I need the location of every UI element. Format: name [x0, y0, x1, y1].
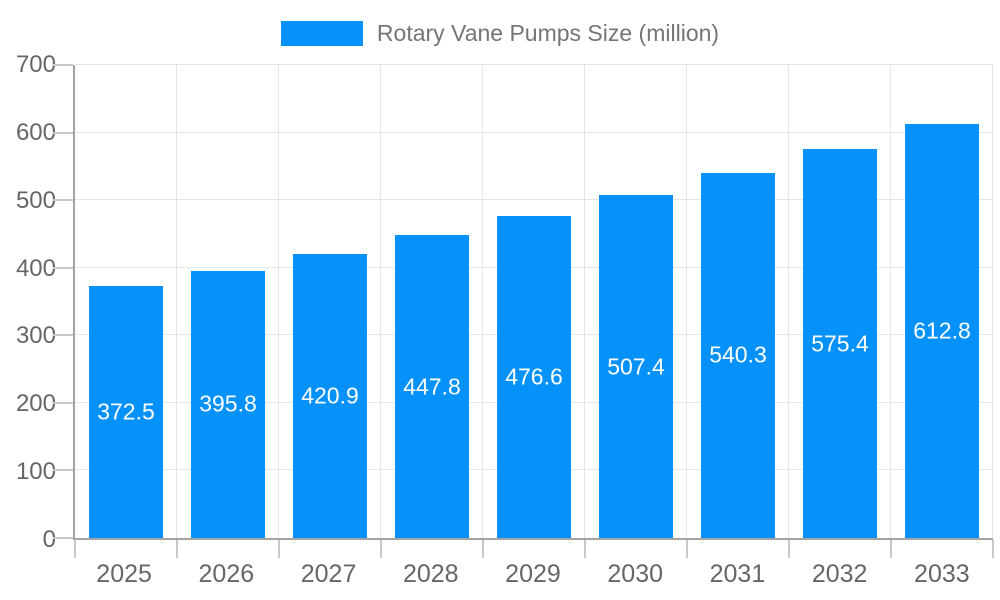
- x-axis-tick: [584, 540, 586, 558]
- bar: 395.8: [191, 270, 265, 538]
- legend-swatch: [280, 20, 363, 46]
- plot-area: 372.5 395.8 420.9 447.8 476.6 507.4 540.3 575.4…: [53, 64, 994, 558]
- bar: 447.8: [395, 235, 469, 538]
- bar-value-label: 420.9: [301, 382, 359, 409]
- y-axis-tick: [53, 537, 73, 539]
- bar: 540.3: [701, 172, 775, 538]
- bar-slot: 507.4: [585, 65, 687, 538]
- x-axis-labels: 2025 2026 2027 2028 2029 2030 2031 2032 2033: [73, 540, 993, 587]
- x-axis-tick: [74, 540, 76, 558]
- x-axis-tick: [482, 540, 484, 558]
- bar: 372.5: [89, 286, 163, 538]
- bar-slot: 540.3: [687, 65, 789, 538]
- bar-value-label: 612.8: [913, 317, 971, 344]
- bar-value-label: 372.5: [97, 398, 155, 425]
- bar: 420.9: [293, 253, 367, 538]
- legend-label: Rotary Vane Pumps Size (million): [376, 19, 720, 46]
- y-axis-labels: 0 100 200 300 400 500 600 700: [0, 53, 56, 552]
- y-axis-label: 300: [15, 322, 56, 350]
- x-axis-label: 2031: [709, 560, 766, 588]
- x-axis-label: 2026: [198, 560, 255, 588]
- y-axis-tick: [53, 266, 73, 269]
- x-axis-tick: [992, 540, 994, 558]
- bar-value-label: 507.4: [607, 353, 665, 380]
- bar-slot: 447.8: [381, 65, 483, 538]
- y-axis-tick: [53, 469, 73, 472]
- bar-value-label: 395.8: [199, 390, 257, 417]
- x-axis-label: 2029: [505, 560, 561, 588]
- y-axis-tick: [53, 334, 73, 337]
- y-axis-tick: [53, 64, 73, 66]
- y-axis-tick: [53, 199, 73, 202]
- bar-slot: 395.8: [177, 65, 279, 538]
- x-axis-label: 2025: [96, 560, 152, 588]
- x-axis-label: 2032: [811, 560, 868, 588]
- x-axis-label: 2027: [300, 560, 357, 588]
- x-axis-tick: [379, 540, 382, 558]
- bar-value-label: 476.6: [505, 363, 563, 390]
- bar-value-label: 540.3: [709, 341, 767, 368]
- x-axis-tick: [278, 540, 280, 558]
- bar-slot: 575.4: [789, 65, 891, 538]
- legend[interactable]: Rotary Vane Pumps Size (million): [0, 19, 1000, 47]
- y-axis-tick: [53, 401, 73, 404]
- y-axis-label: 0: [42, 526, 56, 553]
- bar: 476.6: [497, 215, 571, 538]
- y-axis-label: 100: [15, 458, 56, 486]
- x-axis-tick: [176, 540, 178, 558]
- bar: 507.4: [599, 195, 673, 538]
- x-axis-label: 2030: [607, 560, 664, 588]
- y-axis-tick: [53, 131, 73, 134]
- y-axis-label: 200: [15, 390, 56, 418]
- x-axis-tick: [685, 540, 688, 558]
- x-axis-label: 2028: [402, 560, 459, 588]
- y-axis-label: 500: [15, 186, 56, 214]
- bar-slot: 476.6: [483, 65, 585, 538]
- bar-value-label: 447.8: [403, 373, 461, 400]
- y-axis-label: 700: [15, 51, 56, 78]
- bar: 575.4: [803, 149, 877, 538]
- x-axis-tick: [890, 540, 892, 558]
- x-axis-tick: [788, 540, 790, 558]
- y-axis-label: 400: [15, 254, 56, 282]
- y-axis-label: 600: [15, 118, 56, 146]
- bar-slot: 612.8: [891, 65, 993, 538]
- bar-slot: 372.5: [75, 65, 177, 538]
- bar-value-label: 575.4: [811, 330, 869, 357]
- bar: 612.8: [905, 123, 979, 538]
- bar-slot: 420.9: [279, 65, 381, 538]
- x-axis-label: 2033: [914, 560, 970, 588]
